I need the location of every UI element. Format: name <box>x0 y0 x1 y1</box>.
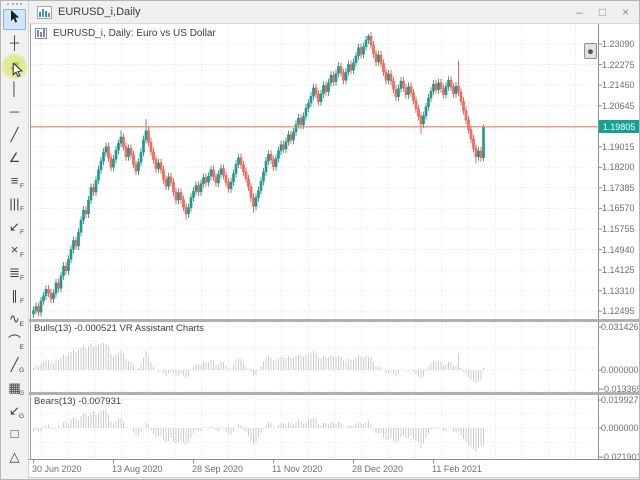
date-tick-label: 11 Nov 2020 <box>272 464 323 474</box>
date-tick-label: 28 Dec 2020 <box>352 464 404 474</box>
pane-splitter-main-bulls[interactable] <box>29 318 639 323</box>
fibo-arcs-icon: × <box>10 242 19 257</box>
minimize-button[interactable]: – <box>576 5 583 19</box>
elliott-corrective-icon: ⌒ <box>7 334 21 349</box>
chart-type-icon <box>35 28 47 39</box>
indicator-tick-label: -0.021901 <box>601 452 640 462</box>
gann-grid-icon: ▦ <box>8 380 21 395</box>
fibo-fan-icon: ↙ <box>9 219 20 234</box>
vertical-line-icon: │ <box>10 81 19 96</box>
horizontal-line-icon: ─ <box>9 104 20 119</box>
tool-vertical-line[interactable]: │ <box>3 78 26 99</box>
tool-elliott-impulse-wave[interactable]: ∿ E <box>9 311 24 328</box>
tool-rectangle[interactable]: □ <box>3 423 26 444</box>
indicator-tick-label: -0.013369 <box>601 384 640 394</box>
expert-advisor-icon: ☻ <box>584 43 597 59</box>
indicator-tick-label: 0.000000 <box>601 423 639 433</box>
date-tick-label: 11 Feb 2021 <box>432 464 482 474</box>
tool-fibo-channel[interactable]: ∥ F <box>11 288 24 305</box>
date-tick-label: 28 Sep 2020 <box>192 464 244 474</box>
bulls-pane-header: Bulls(13) -0.000521 VR Assistant Charts <box>34 323 205 334</box>
price-tick-label: 1.13310 <box>602 285 635 296</box>
tool-gann-fan[interactable]: ↙ G <box>9 403 24 420</box>
date-tick-label: 13 Aug 2020 <box>112 464 163 474</box>
tool-elliott-corrective-wave[interactable]: ⌒ E <box>7 334 24 351</box>
indicator-tick-label: 0.019927 <box>601 395 639 405</box>
close-button[interactable]: × <box>621 5 629 19</box>
price-tick-label: 1.15755 <box>602 223 635 234</box>
price-tick-label: 1.19015 <box>602 141 635 152</box>
angle-icon: ∠ <box>8 150 21 165</box>
tool-cursor[interactable] <box>3 9 26 30</box>
price-tick-label: 1.23090 <box>602 39 635 49</box>
price-tick-label: 1.20645 <box>602 100 635 111</box>
rectangle-icon: □ <box>10 426 19 441</box>
tool-fibo-time-zones[interactable]: ||| F <box>9 196 24 213</box>
date-tick-label: 30 Jun 2020 <box>32 464 82 474</box>
current-price-badge: 1.19805 <box>599 120 639 133</box>
pane-splitter-bulls-bears[interactable] <box>29 391 639 396</box>
gann-fan-icon: ↙ <box>9 403 20 418</box>
cursor-icon <box>10 10 20 29</box>
price-tick-label: 1.22275 <box>602 59 635 70</box>
fibo-expansion-icon: ≣ <box>9 265 20 280</box>
fibo-retracement-icon: ≡ <box>10 173 19 188</box>
fibo-time-zones-icon: ||| <box>9 196 20 211</box>
window-title: EURUSD_i,Daily <box>58 6 141 18</box>
price-tick-label: 1.17385 <box>602 182 635 193</box>
triangle-icon: △ <box>9 449 20 464</box>
trendline-icon: ╱ <box>10 127 19 142</box>
tool-horizontal-line[interactable]: ─ <box>3 101 26 122</box>
price-tick-label: 1.12495 <box>602 306 635 317</box>
price-tick-label: 1.14940 <box>602 244 635 255</box>
tool-arrow-tool[interactable]: ↗ <box>1 53 28 80</box>
toolbar-drag-handle[interactable] <box>7 3 22 5</box>
tool-fibo-retracement[interactable]: ≡ F <box>10 173 24 190</box>
indicator-tick-label: 0.000000 <box>601 365 639 375</box>
green-arrow-icon: ↗ <box>9 58 20 73</box>
symbol-description: EURUSD_i, Daily: Euro vs US Dollar <box>53 28 216 39</box>
price-tick-label: 1.18200 <box>602 162 635 173</box>
indicator-tick-label: 0.031426 <box>601 322 639 332</box>
chart-header: EURUSD_i, Daily: Euro vs US Dollar <box>35 28 216 39</box>
tool-triangle[interactable]: △ <box>3 446 26 467</box>
tool-crosshair[interactable]: ┼ <box>3 32 26 53</box>
tool-gann-grid[interactable]: ▦ G <box>8 380 24 397</box>
line-studies-toolbar: ┼ ↗ │ ─ ╱ ∠ ≡ F ||| F ↙ F × F ≣ F ∥ F ∿ E ⌒ E ╱ G ▦ G ↙ G □ △ <box>1 1 29 479</box>
price-tick-label: 1.14125 <box>602 265 635 276</box>
window-bottom-edge <box>29 477 639 479</box>
tool-trend-by-angle[interactable]: ∠ <box>3 147 26 168</box>
tool-trendline[interactable]: ╱ <box>3 124 26 145</box>
tool-fibo-fan[interactable]: ↙ F <box>9 219 24 236</box>
price-tick-label: 1.21460 <box>602 80 635 91</box>
tool-fibo-expansion[interactable]: ≣ F <box>9 265 24 282</box>
tool-gann-line[interactable]: ╱ G <box>10 357 24 374</box>
gann-line-icon: ╱ <box>10 357 19 372</box>
maximize-button[interactable]: □ <box>598 5 607 19</box>
bears-pane-header: Bears(13) -0.007931 <box>34 396 122 407</box>
fibo-channel-icon: ∥ <box>11 288 18 303</box>
chart-window-icon <box>37 5 52 19</box>
price-tick-label: 1.16570 <box>602 203 635 214</box>
elliott-impulse-icon: ∿ <box>9 311 20 326</box>
tool-fibo-arcs[interactable]: × F <box>10 242 24 259</box>
crosshair-icon: ┼ <box>9 35 20 50</box>
chart-window-titlebar[interactable]: EURUSD_i,Daily – □ × <box>29 1 639 24</box>
